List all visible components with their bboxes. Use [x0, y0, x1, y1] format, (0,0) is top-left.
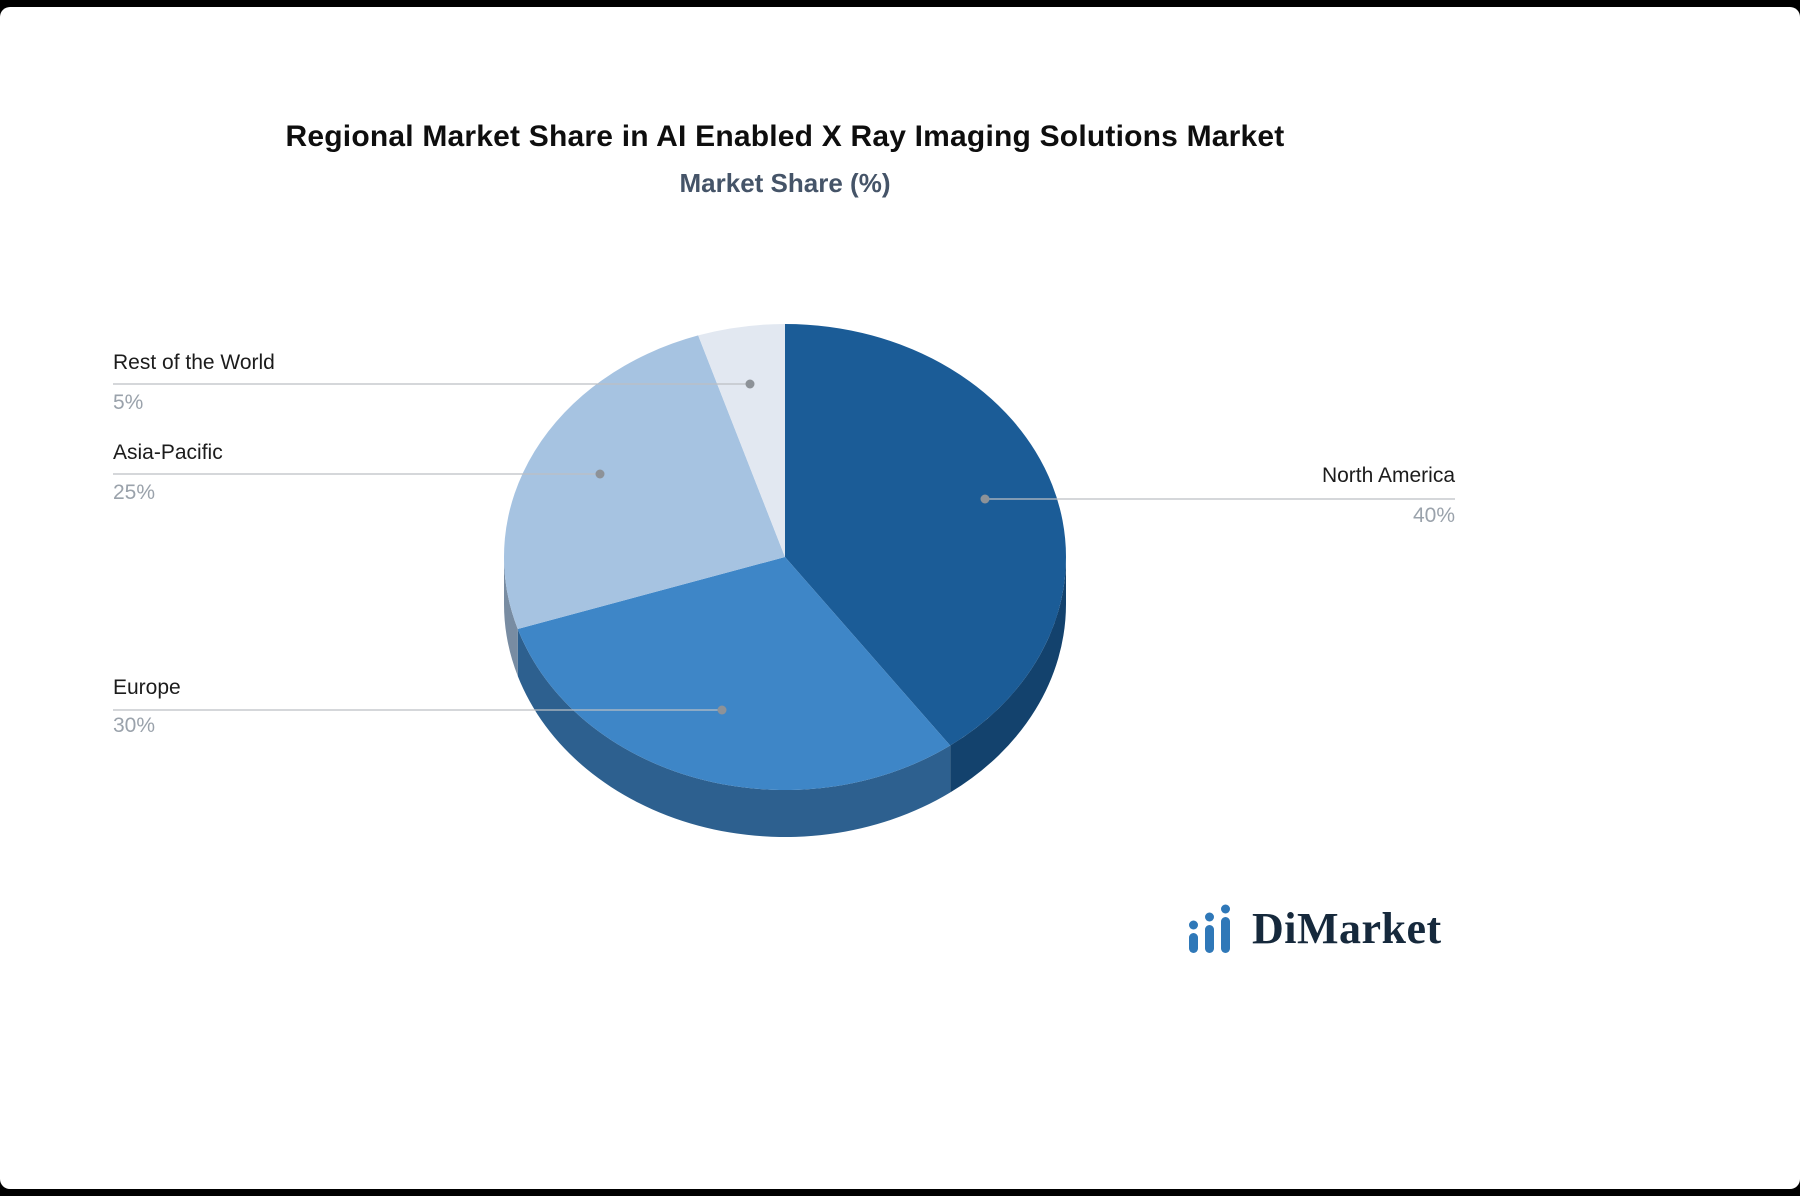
pie-wall-europe — [517, 629, 951, 837]
pie-slice-rest-of-the-world — [698, 324, 785, 557]
pie-slice-europe — [517, 557, 951, 790]
dimarket-logo: DiMarket — [1185, 901, 1442, 955]
callout-value-rest-of-the-world: 5% — [113, 391, 144, 414]
callout-value-north-america: 40% — [1412, 504, 1455, 527]
pie-wall-north-america — [950, 557, 1066, 793]
pie-wall-asia-pacific — [504, 557, 518, 677]
pie-slice-north-america — [785, 324, 1066, 746]
chart-canvas: Regional Market Share in AI Enabled X Ra… — [0, 7, 1800, 1189]
bar-chart-logo-icon — [1189, 904, 1230, 953]
chart-subtitle: Market Share (%) — [679, 168, 891, 198]
pie-slice-asia-pacific — [503, 335, 785, 630]
callout-label-asia-pacific: Asia-Pacific — [113, 441, 223, 464]
callout-label-europe: Europe — [113, 676, 181, 699]
callout-value-asia-pacific: 25% — [113, 481, 156, 504]
pie-slices — [503, 324, 1066, 790]
callout-label-rest-of-the-world: Rest of the World — [113, 351, 275, 374]
callout-value-europe: 30% — [113, 714, 156, 737]
leader-lines — [113, 379, 1455, 715]
leader-dot-europe — [717, 705, 727, 715]
chart-title: Regional Market Share in AI Enabled X Ra… — [285, 120, 1285, 153]
leader-dot-north-america — [980, 494, 990, 504]
pie-3d-walls — [504, 557, 1066, 837]
dimarket-logo-text: DiMarket — [1252, 903, 1442, 953]
leader-dot-asia-pacific — [595, 469, 605, 479]
callout-label-north-america: North America — [1321, 464, 1455, 487]
leader-dot-rest-of-the-world — [745, 379, 755, 389]
